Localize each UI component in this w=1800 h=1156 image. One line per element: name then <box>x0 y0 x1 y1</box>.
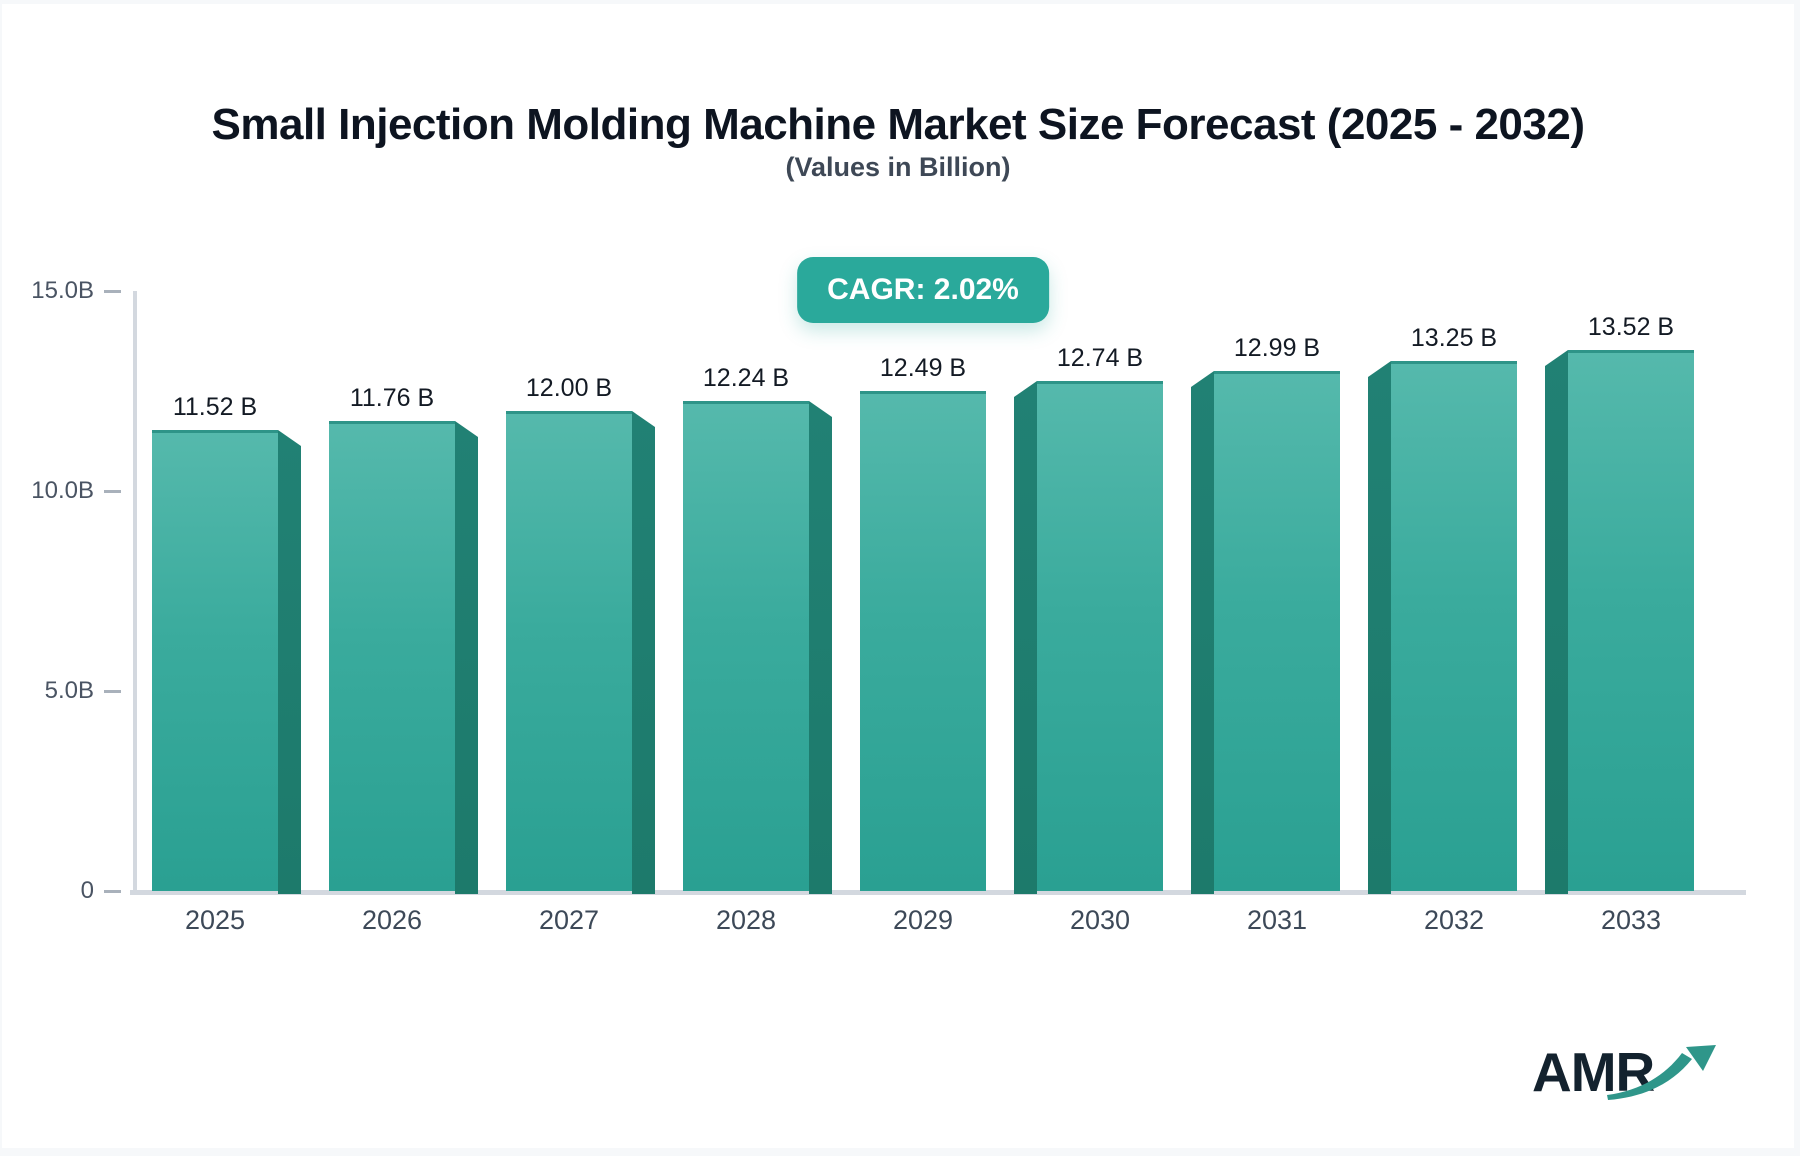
bar-2027 <box>506 411 632 891</box>
bar-value-label: 12.24 B <box>702 364 790 392</box>
amr-logo: AMR <box>1526 1040 1716 1106</box>
x-tick-label: 2030 <box>1069 905 1131 935</box>
x-tick-label: 2028 <box>715 905 777 935</box>
y-tick-dash <box>104 890 121 893</box>
chart-canvas: Small Injection Molding Machine Market S… <box>2 4 1794 1148</box>
bar-side-panel <box>1191 371 1214 894</box>
bar-value-label: 13.52 B <box>1587 313 1675 341</box>
chart-title: Small Injection Molding Machine Market S… <box>211 100 1585 149</box>
bar-2029 <box>860 391 986 891</box>
bar-side-panel <box>1014 381 1037 894</box>
x-tick-label: 2025 <box>184 905 246 935</box>
x-tick-label: 2026 <box>361 905 423 935</box>
bar-side-panel <box>632 411 655 894</box>
bar-value-label: 12.49 B <box>879 354 967 382</box>
bar-2032 <box>1391 361 1517 891</box>
chart-subtitle: (Values in Billion) <box>785 152 1011 182</box>
bar-value-label: 12.74 B <box>1056 344 1144 372</box>
bar-2033 <box>1568 350 1694 891</box>
bar-side-panel <box>1368 361 1391 894</box>
y-tick-label: 15.0B <box>31 277 94 304</box>
bar-side-panel <box>809 401 832 894</box>
y-tick-label: 5.0B <box>44 677 94 704</box>
x-tick-label: 2032 <box>1423 905 1485 935</box>
y-tick-label: 0 <box>80 877 94 904</box>
bar-2031 <box>1214 371 1340 891</box>
x-tick-label: 2027 <box>538 905 600 935</box>
cagr-badge: CAGR: 2.02% <box>797 257 1049 323</box>
bar-value-label: 11.52 B <box>172 393 258 421</box>
bar-value-label: 12.99 B <box>1233 334 1321 362</box>
y-tick-label: 10.0B <box>31 477 94 504</box>
y-tick-dash <box>104 490 121 493</box>
bar-side-panel <box>455 421 478 894</box>
y-tick-dash <box>104 290 121 293</box>
y-axis-line <box>133 291 137 892</box>
x-axis-line <box>130 890 1746 895</box>
bar-value-label: 12.00 B <box>525 374 613 402</box>
bar-2026 <box>329 421 455 891</box>
bar-2028 <box>683 401 809 891</box>
bar-2030 <box>1037 381 1163 891</box>
x-tick-label: 2033 <box>1600 905 1662 935</box>
bar-side-panel <box>278 430 301 894</box>
bar-value-label: 13.25 B <box>1410 324 1498 352</box>
x-tick-label: 2031 <box>1246 905 1308 935</box>
x-tick-label: 2029 <box>892 905 954 935</box>
bar-value-label: 11.76 B <box>349 384 435 412</box>
growth-arrow-icon <box>1607 1045 1716 1100</box>
plot-area: 15.0B 10.0B 5.0B 0 11.52 B 2025 11.76 B 2026 12.… <box>2 4 1794 1148</box>
bar-2025 <box>152 430 278 891</box>
bar-side-panel <box>1545 350 1568 894</box>
y-tick-dash <box>104 690 121 693</box>
